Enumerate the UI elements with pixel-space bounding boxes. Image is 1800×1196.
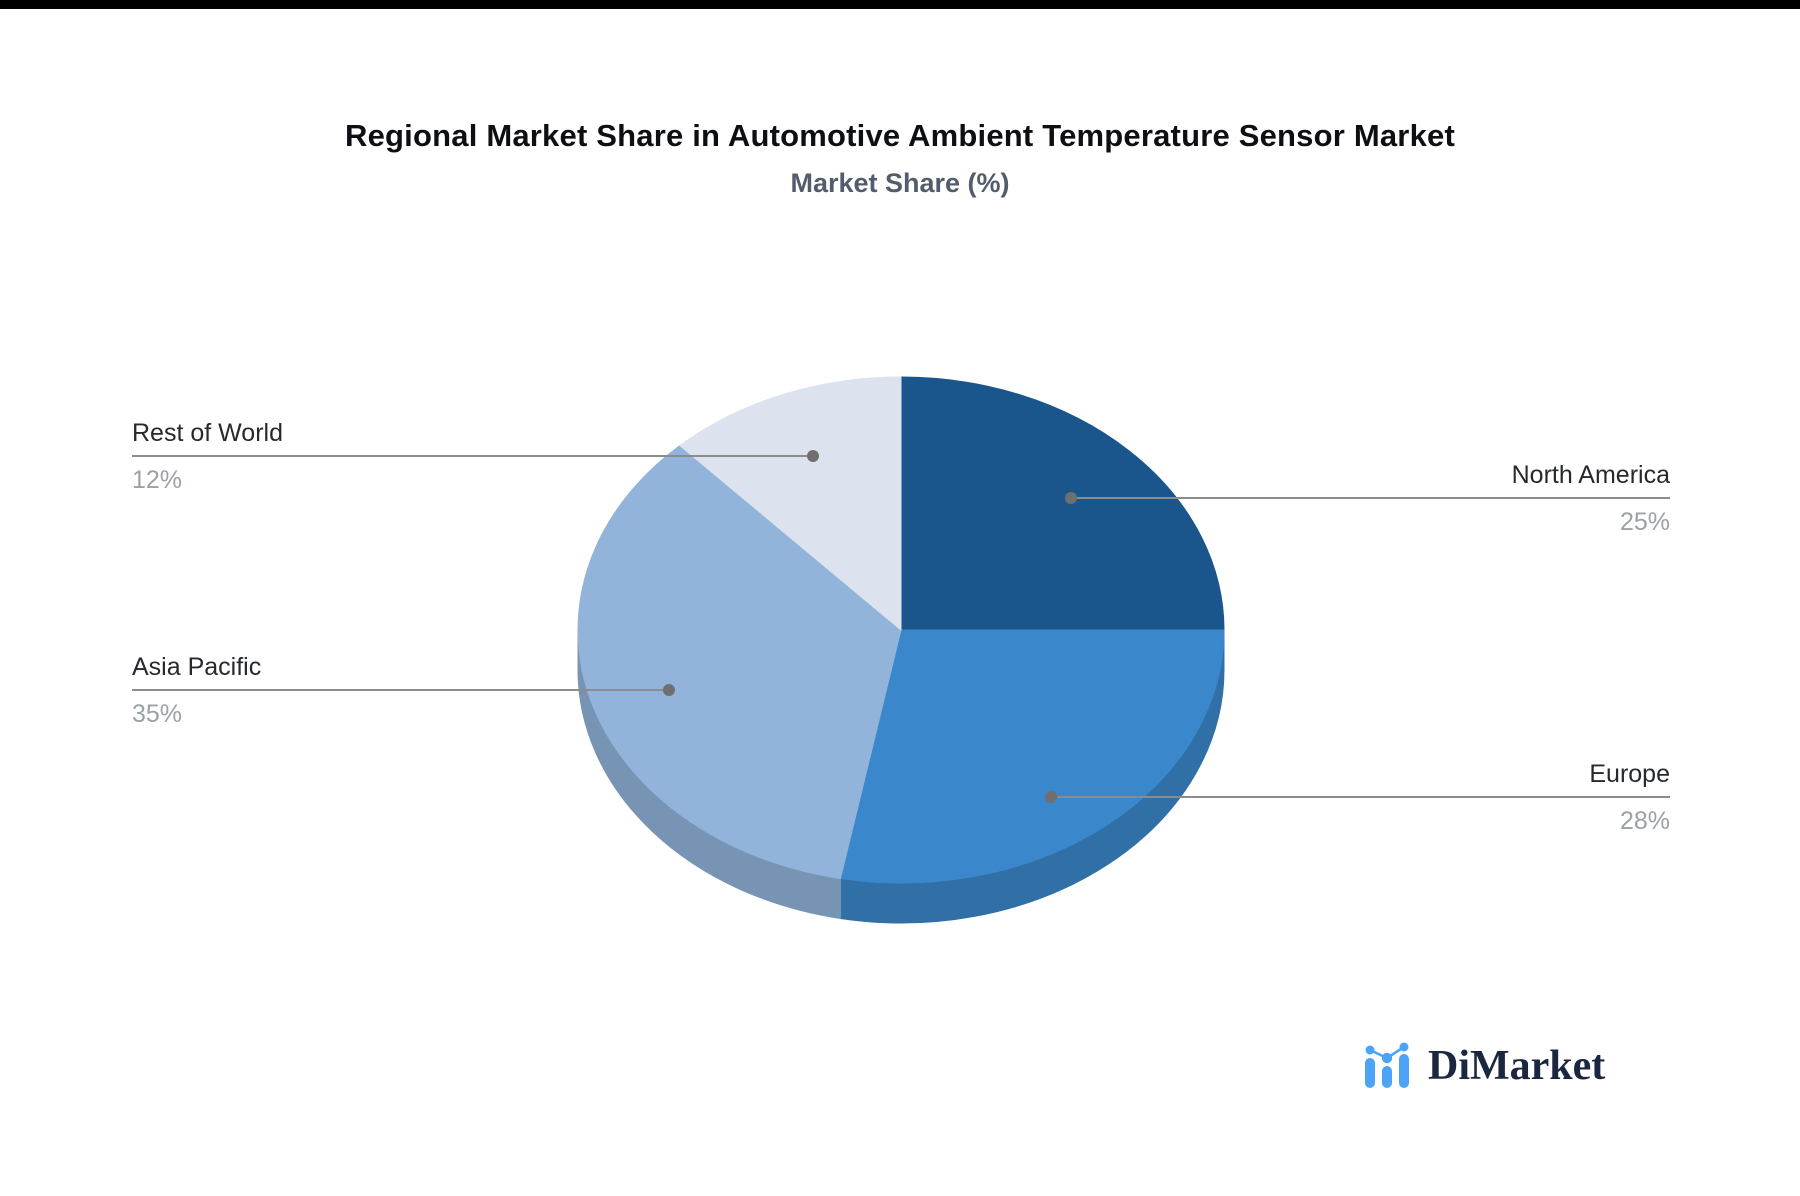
- slice-label-rest-of-world: Rest of World 12%: [132, 419, 283, 495]
- slice-value: 35%: [132, 699, 183, 728]
- chart-title: Regional Market Share in Automotive Ambi…: [345, 118, 1455, 153]
- slice-label-europe: Europe 28%: [1589, 760, 1670, 836]
- slice-name: North America: [1511, 461, 1670, 489]
- pie-slice-face: [577, 445, 902, 880]
- leader-dot-rest-of-world: [807, 450, 819, 462]
- pie-slice-face: [679, 376, 902, 631]
- slice-name: Europe: [1589, 760, 1670, 788]
- dimarket-logo: DiMarket: [1363, 1042, 1605, 1090]
- chart-subtitle: Market Share (%): [790, 168, 1010, 198]
- pie-3d: [577, 376, 1225, 924]
- slice-value: 28%: [1619, 806, 1670, 835]
- pie-slice-face: [839, 629, 1225, 884]
- leader-dot-europe: [1045, 791, 1057, 803]
- leader-dot-north-america: [1065, 492, 1077, 504]
- leader-dot-asia-pacific: [663, 684, 675, 696]
- slice-label-asia-pacific: Asia Pacific 35%: [132, 653, 261, 729]
- dimarket-logo-text: DiMarket: [1428, 1043, 1606, 1089]
- dimarket-logo-icon: [1365, 1042, 1409, 1088]
- slice-label-north-america: North America 25%: [1512, 461, 1670, 537]
- slice-name: Asia Pacific: [132, 653, 262, 681]
- leader-lines: [132, 455, 1670, 798]
- pie-slice-face: [900, 376, 1225, 631]
- slice-value: 25%: [1619, 507, 1670, 536]
- window-top-edge: [0, 0, 1800, 9]
- slice-name: Rest of World: [132, 419, 283, 447]
- slice-value: 12%: [132, 465, 183, 494]
- leader-dots: [663, 450, 1077, 803]
